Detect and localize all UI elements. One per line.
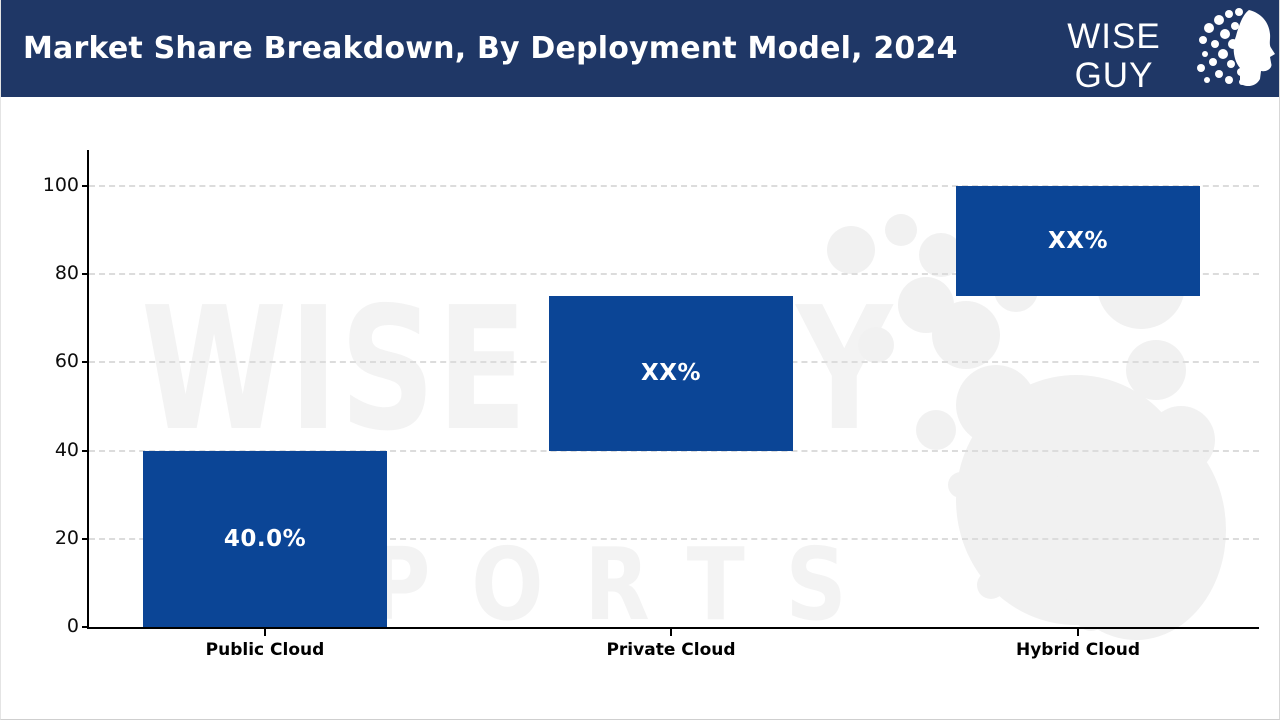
y-tick-label: 40 [54,438,79,461]
x-category-label: Hybrid Cloud [1015,640,1141,660]
x-category-label: Private Cloud [606,640,736,660]
y-tick-label: 80 [54,262,79,285]
y-axis-line [87,150,89,629]
bar-value-label: XX% [640,360,701,387]
y-axis-tick [82,537,89,540]
bar-private-cloud: XX% [549,296,793,451]
y-axis-tick [82,449,89,452]
logo-wordmark-line2: REPORTS [1042,97,1192,114]
watermark-face-icon [827,207,1226,640]
x-axis-tick [1077,629,1079,636]
y-tick-label: 100 [42,174,79,196]
x-axis-line [87,627,1259,629]
gridline [89,185,1259,187]
y-axis-tick [82,273,89,276]
bar-hybrid-cloud: XX% [956,186,1200,297]
y-axis-tick [82,361,89,364]
x-axis-tick [264,629,266,636]
x-axis-tick [670,629,672,636]
brand-logo: WISE GUY REPORTS [1023,4,1275,114]
bar-value-label: 40.0% [223,525,307,552]
gridline [89,537,1259,540]
logo-wordmark-line1: WISE GUY [1067,17,1161,95]
gridline [89,273,1259,276]
y-tick-label: 0 [66,615,79,637]
x-category-label: Public Cloud [205,640,325,660]
gridline [89,449,1259,452]
y-tick-label: 20 [54,526,79,549]
y-tick-label: 60 [54,350,79,373]
logo-wordmark: WISE GUY REPORTS [1023,17,1205,114]
y-axis-tick [82,185,89,187]
header: Market Share Breakdown, By Deployment Mo… [1,0,1279,114]
chart-title: Market Share Breakdown, By Deployment Mo… [23,31,958,66]
bar-value-label: XX% [1047,228,1108,255]
bar-public-cloud: 40.0% [143,450,387,627]
logo-face-icon [1197,8,1275,87]
y-axis-tick [82,626,89,628]
